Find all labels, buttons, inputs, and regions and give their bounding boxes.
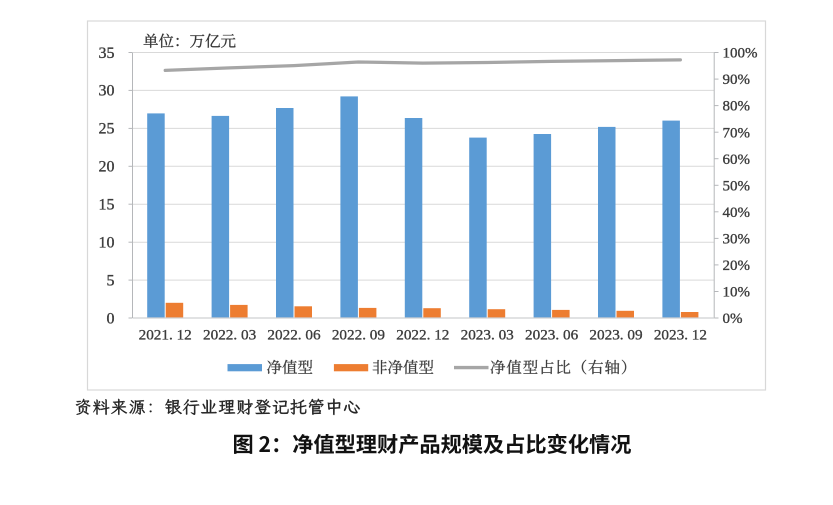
svg-text:100%: 100%: [723, 46, 758, 62]
svg-text:0: 0: [107, 310, 115, 327]
svg-text:2022. 03: 2022. 03: [203, 327, 256, 344]
svg-text:70%: 70%: [723, 125, 751, 141]
svg-text:2022. 06: 2022. 06: [267, 327, 321, 344]
svg-text:2022. 12: 2022. 12: [396, 327, 449, 344]
svg-text:2022. 09: 2022. 09: [332, 327, 385, 344]
svg-text:5: 5: [107, 272, 115, 289]
svg-text:50%: 50%: [723, 178, 751, 194]
svg-text:0%: 0%: [723, 311, 743, 327]
svg-text:10%: 10%: [723, 285, 751, 301]
svg-text:60%: 60%: [723, 152, 751, 168]
svg-text:40%: 40%: [723, 205, 751, 221]
svg-text:35: 35: [99, 45, 115, 62]
svg-text:30: 30: [99, 83, 115, 100]
svg-text:25: 25: [99, 121, 115, 138]
svg-text:30%: 30%: [723, 232, 751, 248]
svg-text:10: 10: [99, 235, 115, 252]
svg-text:2023. 12: 2023. 12: [654, 327, 707, 344]
svg-text:20%: 20%: [723, 258, 751, 274]
svg-text:2023. 03: 2023. 03: [461, 327, 514, 344]
svg-text:20: 20: [99, 159, 115, 176]
svg-text:2023. 09: 2023. 09: [589, 327, 642, 344]
svg-text:15: 15: [99, 197, 115, 214]
svg-text:2023. 06: 2023. 06: [525, 327, 579, 344]
svg-text:2021. 12: 2021. 12: [139, 327, 192, 344]
svg-text:80%: 80%: [723, 99, 751, 115]
svg-text:90%: 90%: [723, 72, 751, 88]
